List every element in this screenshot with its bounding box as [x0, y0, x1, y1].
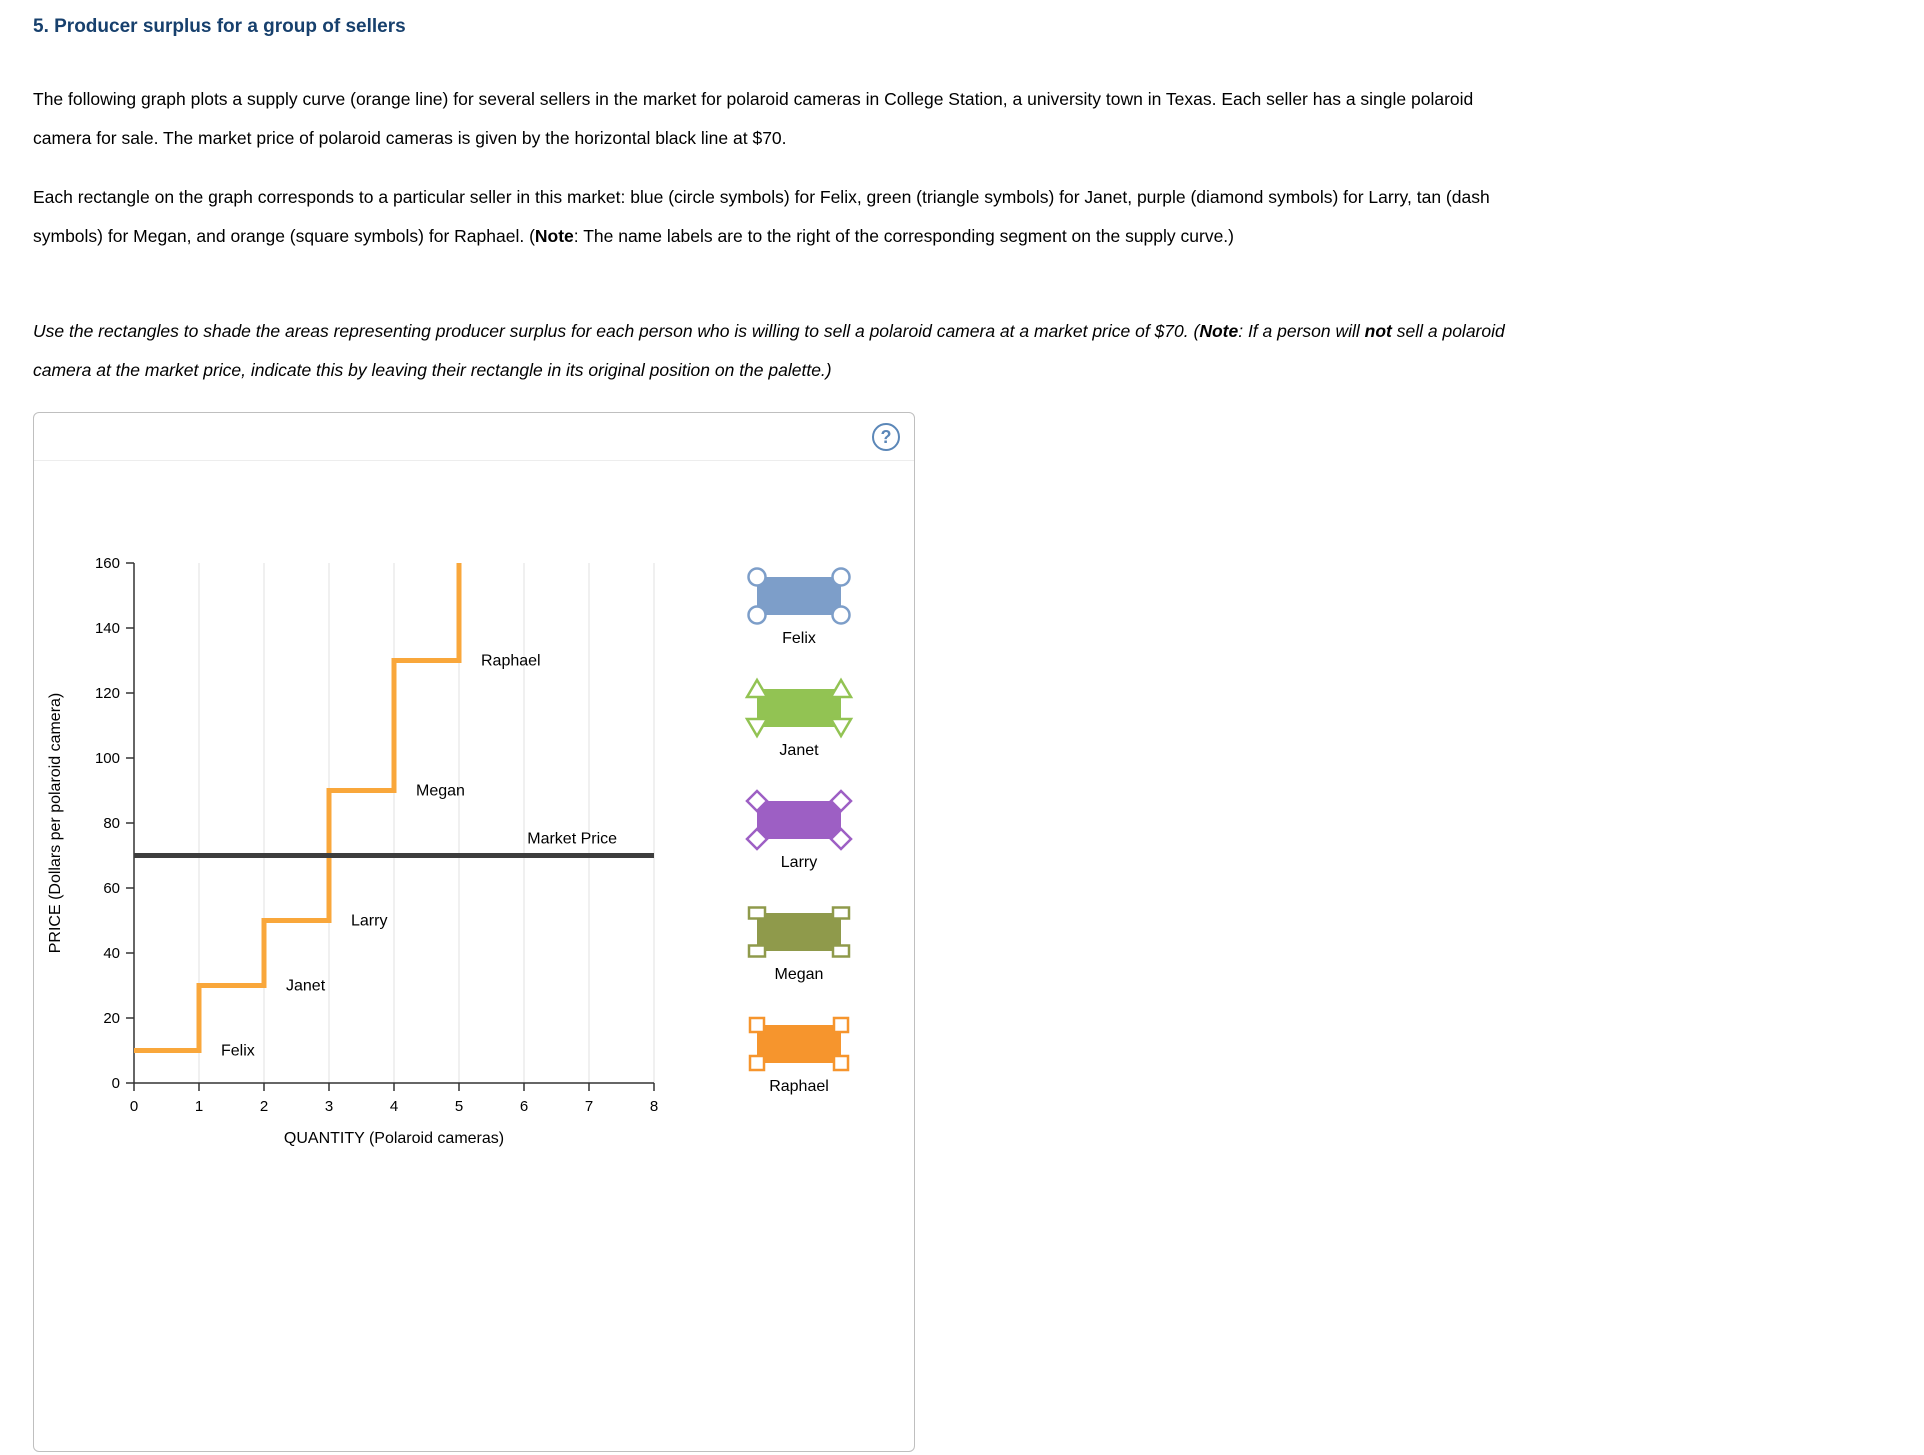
legend-paragraph: Each rectangle on the graph corresponds …: [33, 178, 1525, 256]
palette-item-label: Megan: [774, 966, 824, 983]
legend-text-1: Each rectangle on the graph corresponds …: [33, 187, 1490, 246]
instruction-text-2: : If a person will: [1238, 321, 1365, 341]
svg-text:0: 0: [130, 1098, 138, 1115]
instruction-note-label: Note: [1199, 321, 1239, 341]
legend-text-2: : The name labels are to the right of th…: [573, 226, 1234, 246]
felix-surplus-rectangle: [747, 567, 851, 625]
svg-text:4: 4: [390, 1098, 398, 1115]
svg-text:2: 2: [260, 1098, 268, 1115]
svg-text:Larry: Larry: [351, 913, 387, 930]
janet-surplus-rectangle: [744, 677, 854, 739]
svg-text:Janet: Janet: [286, 978, 326, 995]
palette-item-label: Felix: [782, 630, 816, 647]
graph-tool-body: 0 20 40 60 80 100 120 140 160 0 1 2 3 4 5 6 7 8 Market Pri…: [34, 461, 914, 1181]
instruction-text-3: sell a polaroid camera at the market pri…: [33, 321, 1505, 380]
instruction-paragraph: Use the rectangles to shade the areas re…: [33, 312, 1525, 390]
svg-text:80: 80: [103, 815, 120, 832]
svg-text:Raphael: Raphael: [481, 653, 541, 670]
legend-note-label: Note: [534, 226, 574, 246]
palette-item-megan[interactable]: Megan: [734, 900, 864, 984]
graph-tool-panel: ? 0 20 40 60 80 100 120 140 160 0 1 2 3 4 5 6 7 8 Market P…: [33, 412, 915, 1452]
svg-text:Megan: Megan: [416, 783, 465, 800]
palette-item-label: Raphael: [769, 1078, 829, 1095]
svg-text:100: 100: [95, 750, 120, 767]
intro-paragraph: The following graph plots a supply curve…: [33, 80, 1525, 158]
raphael-surplus-rectangle: [748, 1016, 850, 1072]
palette-item-label: Janet: [779, 742, 819, 759]
page-title: 5. Producer surplus for a group of selle…: [33, 16, 406, 37]
svg-text:8: 8: [650, 1098, 658, 1115]
instruction-not-emphasis: not: [1364, 321, 1392, 341]
svg-text:3: 3: [325, 1098, 333, 1115]
instruction-text-1: Use the rectangles to shade the areas re…: [33, 321, 1200, 341]
svg-text:160: 160: [95, 555, 120, 572]
palette-item-felix[interactable]: Felix: [734, 564, 864, 648]
svg-text:PRICE (Dollars per polaroid ca: PRICE (Dollars per polaroid camera): [47, 693, 64, 954]
svg-text:7: 7: [585, 1098, 593, 1115]
svg-text:5: 5: [455, 1098, 463, 1115]
rectangle-palette: Felix Janet Larry Megan Raphael: [714, 564, 884, 1181]
svg-text:140: 140: [95, 620, 120, 637]
svg-text:40: 40: [103, 945, 120, 962]
svg-text:QUANTITY (Polaroid cameras): QUANTITY (Polaroid cameras): [284, 1130, 504, 1147]
palette-item-janet[interactable]: Janet: [734, 676, 864, 760]
supply-curve-chart[interactable]: 0 20 40 60 80 100 120 140 160 0 1 2 3 4 5 6 7 8 Market Pri…: [34, 531, 694, 1181]
larry-surplus-rectangle: [745, 789, 853, 851]
svg-text:0: 0: [112, 1075, 120, 1092]
svg-text:Market Price: Market Price: [527, 831, 617, 848]
svg-text:Felix: Felix: [221, 1043, 255, 1060]
graph-tool-header: ?: [34, 413, 914, 461]
svg-text:60: 60: [103, 880, 120, 897]
help-icon[interactable]: ?: [872, 423, 900, 451]
intro-text: The following graph plots a supply curve…: [33, 89, 1474, 148]
svg-text:1: 1: [195, 1098, 203, 1115]
palette-item-label: Larry: [780, 854, 818, 871]
palette-item-larry[interactable]: Larry: [734, 788, 864, 872]
palette-item-raphael[interactable]: Raphael: [734, 1012, 864, 1096]
svg-text:120: 120: [95, 685, 120, 702]
svg-text:6: 6: [520, 1098, 528, 1115]
megan-surplus-rectangle: [747, 906, 851, 958]
svg-text:20: 20: [103, 1010, 120, 1027]
